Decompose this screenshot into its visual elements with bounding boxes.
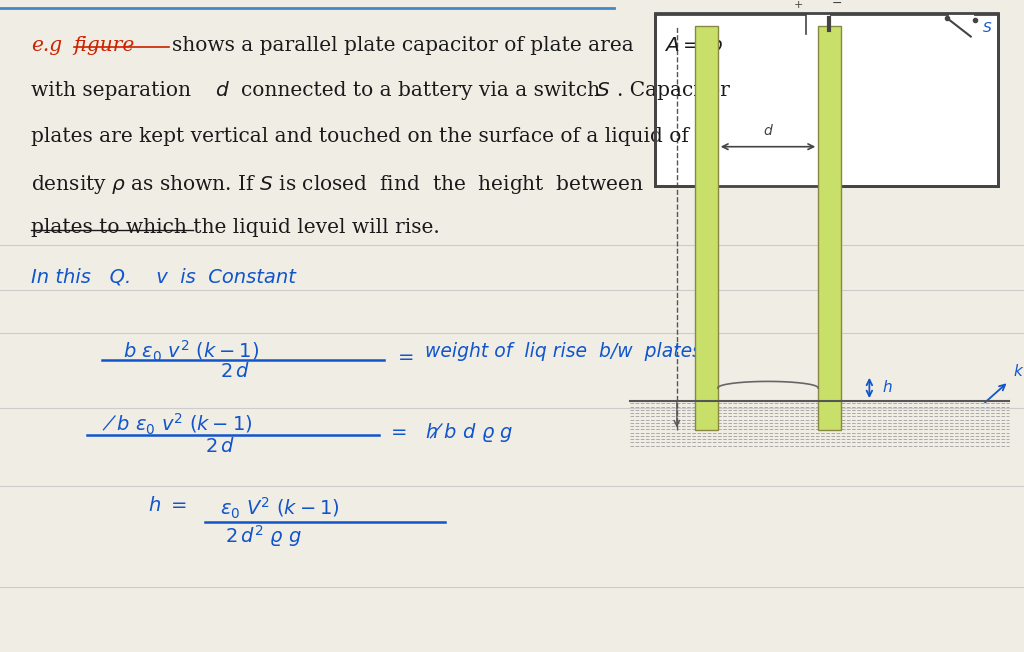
Text: . Capacitor: . Capacitor: [617, 82, 730, 100]
Text: weight of  liq rise  b/w  plates: weight of liq rise b/w plates: [425, 342, 701, 361]
Text: $d$: $d$: [215, 82, 230, 100]
Text: d: d: [764, 125, 772, 138]
Text: density $\rho$ as shown. If $S$ is closed  find  the  height  between: density $\rho$ as shown. If $S$ is close…: [31, 173, 644, 196]
Text: plates to which the liquid level will rise.: plates to which the liquid level will ri…: [31, 218, 439, 237]
Text: figure: figure: [74, 36, 135, 55]
Text: h: h: [883, 380, 892, 396]
Text: e.g: e.g: [31, 36, 61, 55]
Text: $2\,d$: $2\,d$: [205, 437, 234, 456]
Text: −: −: [831, 0, 843, 10]
Text: $=$: $=$: [394, 346, 415, 364]
Text: $\not{b}\ \varepsilon_0\ v^2\ (k-1)$: $\not{b}\ \varepsilon_0\ v^2\ (k-1)$: [102, 412, 253, 437]
Text: $S$: $S$: [596, 82, 610, 100]
Text: with separation: with separation: [31, 82, 190, 100]
Text: $h\ =$: $h\ =$: [148, 496, 187, 514]
Text: S: S: [983, 21, 992, 35]
Text: shows a parallel plate capacitor of plate area: shows a parallel plate capacitor of plat…: [172, 36, 634, 55]
Text: $\varepsilon_0\ V^2\ (k-1)$: $\varepsilon_0\ V^2\ (k-1)$: [220, 496, 340, 521]
Text: plates are kept vertical and touched on the surface of a liquid of: plates are kept vertical and touched on …: [31, 127, 688, 146]
Text: k: k: [1014, 364, 1023, 379]
Text: $b\ \varepsilon_0\ v^2\ (k-1)$: $b\ \varepsilon_0\ v^2\ (k-1)$: [123, 339, 259, 364]
Text: In this   Q.    v  is  Constant: In this Q. v is Constant: [31, 267, 296, 286]
Text: +: +: [794, 0, 803, 10]
Bar: [695, 26, 718, 430]
Text: connected to a battery via a switch: connected to a battery via a switch: [241, 82, 600, 100]
Bar: [655, 13, 998, 186]
Text: $h\ \not{b}\ d\ \varrho\ g$: $h\ \not{b}\ d\ \varrho\ g$: [425, 421, 513, 443]
Text: $=$: $=$: [387, 421, 408, 439]
Text: $2\,d^2\ \varrho\ g$: $2\,d^2\ \varrho\ g$: [225, 524, 302, 550]
Text: $2\,d$: $2\,d$: [220, 362, 250, 381]
Bar: [818, 26, 841, 430]
Text: $A = lb$: $A = lb$: [664, 36, 723, 55]
